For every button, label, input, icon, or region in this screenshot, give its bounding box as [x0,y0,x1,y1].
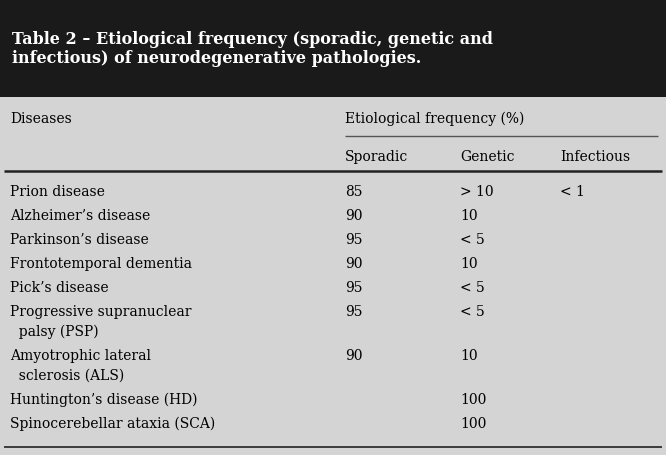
Text: 95: 95 [345,304,362,318]
Text: 10: 10 [460,208,478,222]
Text: Etiological frequency (%): Etiological frequency (%) [345,112,524,126]
Text: < 1: < 1 [560,185,585,198]
Text: Diseases: Diseases [10,112,72,126]
Text: 100: 100 [460,392,486,406]
Text: Prion disease: Prion disease [10,185,105,198]
Text: Frontotemporal dementia: Frontotemporal dementia [10,257,192,270]
Text: 85: 85 [345,185,362,198]
Text: 90: 90 [345,208,362,222]
Text: Alzheimer’s disease: Alzheimer’s disease [10,208,151,222]
Bar [0,0,666,98]
Text: < 5: < 5 [460,304,485,318]
Text: Huntington’s disease (HD): Huntington’s disease (HD) [10,392,198,406]
Text: < 5: < 5 [460,280,485,294]
Text: Sporadic: Sporadic [345,150,408,164]
Text: 95: 95 [345,233,362,247]
Text: 95: 95 [345,280,362,294]
Text: < 5: < 5 [460,233,485,247]
Text: Parkinson’s disease: Parkinson’s disease [10,233,149,247]
Text: Amyotrophic lateral
  sclerosis (ALS): Amyotrophic lateral sclerosis (ALS) [10,348,151,382]
Text: Spinocerebellar ataxia (SCA): Spinocerebellar ataxia (SCA) [10,416,215,430]
Text: 10: 10 [460,257,478,270]
Text: > 10: > 10 [460,185,494,198]
Text: 90: 90 [345,348,362,362]
Text: Table 2 – Etiological frequency (sporadic, genetic and
infectious) of neurodegen: Table 2 – Etiological frequency (sporadi… [12,30,493,67]
Text: Genetic: Genetic [460,150,515,164]
Text: Progressive supranuclear
  palsy (PSP): Progressive supranuclear palsy (PSP) [10,304,192,339]
Text: 90: 90 [345,257,362,270]
Text: Infectious: Infectious [560,150,630,164]
Text: 100: 100 [460,416,486,430]
Text: Pick’s disease: Pick’s disease [10,280,109,294]
Text: 10: 10 [460,348,478,362]
